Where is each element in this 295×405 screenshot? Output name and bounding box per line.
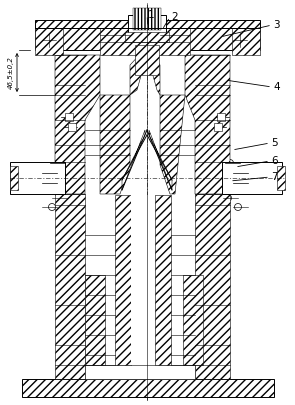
Polygon shape — [149, 130, 172, 190]
Bar — [183, 275, 203, 365]
Bar — [214, 123, 222, 131]
Circle shape — [48, 179, 55, 186]
Circle shape — [217, 113, 225, 121]
Bar — [65, 113, 73, 121]
Circle shape — [57, 160, 63, 166]
Bar — [85, 365, 195, 379]
Circle shape — [227, 160, 234, 166]
Bar — [68, 123, 76, 131]
Bar — [10, 166, 18, 190]
Bar — [222, 162, 282, 194]
Bar — [128, 15, 166, 35]
Text: 4: 4 — [273, 82, 280, 92]
Bar — [35, 20, 260, 28]
Polygon shape — [100, 95, 130, 194]
Bar — [22, 379, 274, 397]
Circle shape — [42, 33, 56, 47]
Polygon shape — [122, 130, 145, 190]
Bar — [277, 166, 285, 190]
Bar — [115, 195, 131, 365]
Circle shape — [48, 170, 55, 177]
Circle shape — [224, 194, 232, 202]
Bar — [10, 162, 65, 194]
Circle shape — [65, 113, 73, 121]
Bar — [135, 45, 159, 75]
Text: 7: 7 — [271, 172, 278, 182]
Polygon shape — [130, 50, 144, 95]
Text: 6: 6 — [271, 156, 278, 166]
Bar — [125, 32, 169, 42]
Text: 1: 1 — [148, 10, 155, 20]
Polygon shape — [55, 55, 100, 194]
Circle shape — [233, 33, 247, 47]
Text: 3: 3 — [273, 20, 280, 30]
Bar — [100, 28, 190, 55]
Bar — [195, 194, 230, 379]
Text: 5: 5 — [271, 138, 278, 148]
Bar — [35, 28, 260, 50]
Bar — [85, 275, 105, 365]
Bar — [35, 25, 63, 55]
Text: 2: 2 — [171, 12, 178, 22]
Bar — [131, 195, 155, 365]
Circle shape — [214, 122, 222, 132]
Circle shape — [68, 122, 76, 132]
Polygon shape — [185, 55, 230, 194]
Circle shape — [235, 179, 242, 186]
Polygon shape — [150, 50, 160, 95]
Bar — [217, 113, 225, 121]
Circle shape — [235, 170, 242, 177]
Circle shape — [58, 194, 65, 202]
Circle shape — [235, 203, 242, 211]
Bar — [55, 194, 85, 379]
Bar — [133, 8, 161, 30]
Bar — [232, 25, 260, 55]
Circle shape — [48, 203, 55, 211]
Bar — [155, 195, 171, 365]
Polygon shape — [160, 95, 185, 194]
Text: 46,5±0,2: 46,5±0,2 — [8, 56, 14, 89]
